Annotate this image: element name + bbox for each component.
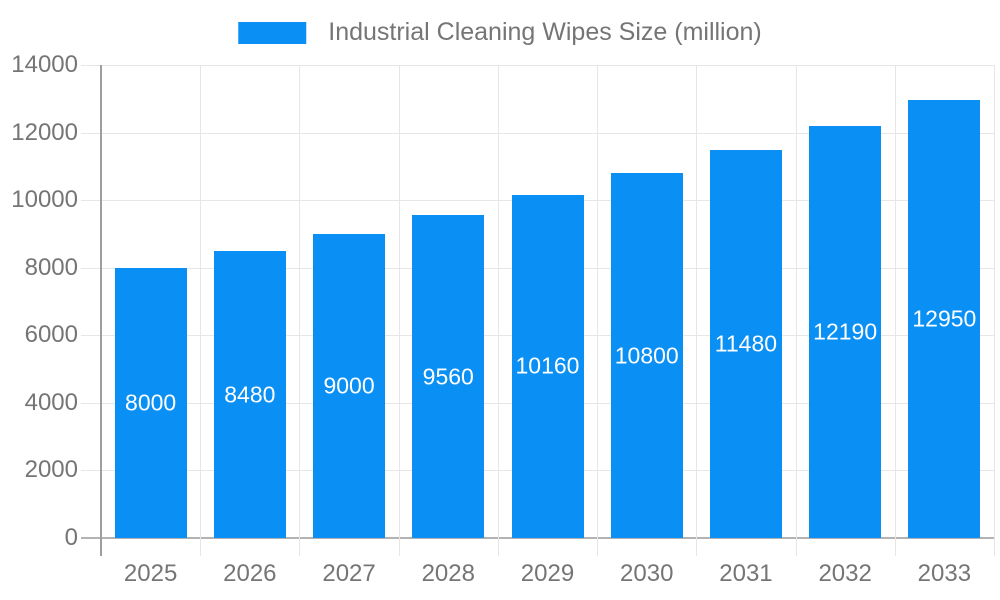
legend-label: Industrial Cleaning Wipes Size (million) <box>328 18 762 46</box>
y-axis-tick-label: 12000 <box>11 118 78 146</box>
bar-value-label: 12190 <box>813 318 878 345</box>
y-axis-tick-label: 10000 <box>11 186 78 214</box>
gridline-vertical <box>894 65 896 556</box>
y-axis-tick-label: 4000 <box>24 388 78 416</box>
bar[interactable] <box>511 194 584 538</box>
x-axis-tick-label: 2030 <box>620 560 674 587</box>
x-axis-tick-label: 2032 <box>818 560 872 587</box>
x-axis-tick-label: 2027 <box>322 560 376 587</box>
bar[interactable] <box>610 173 683 538</box>
gridline-vertical <box>795 65 797 556</box>
x-axis-tick-label: 2033 <box>917 560 972 587</box>
bar[interactable] <box>213 251 286 538</box>
bar-value-label: 10160 <box>515 352 580 379</box>
x-axis-tick-label: 2025 <box>123 560 178 587</box>
bar-value-label: 9000 <box>323 372 375 399</box>
bar-value-label: 10800 <box>614 342 679 369</box>
gridline-vertical <box>398 65 400 556</box>
bar[interactable] <box>114 267 187 538</box>
x-axis-tick-label: 2031 <box>719 560 773 587</box>
bar[interactable] <box>313 233 386 538</box>
y-axis-tick-label: 0 <box>64 524 78 551</box>
bar[interactable] <box>412 215 485 538</box>
x-axis-tick-label: 2028 <box>421 560 475 587</box>
gridline-vertical <box>597 65 599 556</box>
y-axis-line <box>100 65 102 556</box>
x-axis-tick-label: 2026 <box>223 560 277 587</box>
gridline-horizontal <box>81 132 994 134</box>
bar-value-label: 11480 <box>714 330 778 357</box>
y-axis-tick-label: 8000 <box>24 253 78 281</box>
bar-value-label: 9560 <box>422 363 474 389</box>
legend-swatch <box>238 21 307 44</box>
gridline-vertical <box>299 65 301 556</box>
bar-value-label: 8480 <box>224 381 276 408</box>
x-axis-baseline <box>81 537 994 539</box>
gridline-vertical <box>497 65 499 556</box>
y-axis-tick-label: 6000 <box>24 321 78 349</box>
gridline-vertical <box>200 65 202 556</box>
y-axis-tick-label: 14000 <box>11 51 78 78</box>
bar-value-label: 8000 <box>125 389 177 416</box>
bar[interactable] <box>908 100 981 538</box>
gridline-vertical <box>994 65 995 556</box>
bar[interactable] <box>709 150 782 538</box>
legend[interactable]: Industrial Cleaning Wipes Size (million) <box>238 18 762 47</box>
bar-value-label: 12950 <box>912 305 977 332</box>
bar[interactable] <box>809 126 882 538</box>
gridline-horizontal <box>81 65 994 66</box>
gridline-vertical <box>696 65 698 556</box>
y-axis-tick-label: 2000 <box>24 456 78 484</box>
x-axis-tick-label: 2029 <box>520 560 575 587</box>
